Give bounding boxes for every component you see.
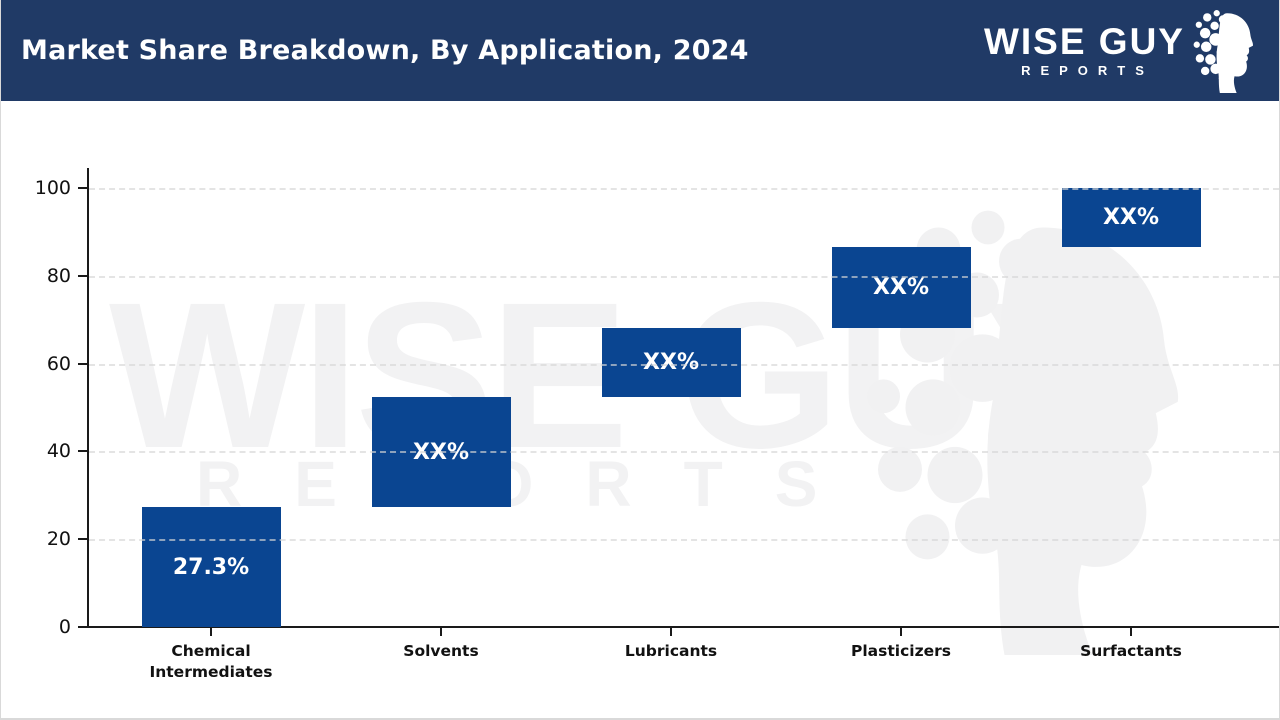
x-tick-mark-4	[900, 628, 902, 636]
x-axis-label-chemical-intermediates: Chemical Intermediates	[149, 642, 273, 681]
logo-subtitle: REPORTS	[1021, 63, 1154, 78]
x-tick-mark-5	[1130, 628, 1132, 636]
gridline-60	[89, 363, 1279, 366]
gridline-20	[89, 539, 1279, 542]
bar-value-label: 27.3%	[172, 554, 250, 580]
y-tick-mark-20	[78, 538, 88, 541]
bar-chemical-intermediates: 27.3%	[141, 507, 281, 627]
gridline-40	[89, 451, 1279, 454]
y-tick-label-60: 60	[46, 352, 71, 375]
x-axis-label-plasticizers: Plasticizers	[851, 642, 951, 660]
y-tick-label-0: 0	[58, 616, 71, 638]
page-title: Market Share Breakdown, By Application, …	[21, 35, 749, 66]
x-axis-label-surfactants: Surfactants	[1080, 642, 1182, 660]
x-tick-mark-1	[210, 628, 212, 636]
watermark-face-icon	[867, 210, 1179, 655]
wise-guy-reports-logo: WISE GUY REPORTS	[984, 9, 1259, 93]
x-axis-label-solvents: Solvents	[403, 642, 479, 660]
x-axis-line	[87, 626, 1279, 628]
y-tick-label-80: 80	[46, 264, 71, 287]
x-axis-label-lubricants: Lubricants	[624, 642, 718, 660]
bar-surfactants: XX%	[1061, 188, 1201, 247]
bar-plasticizers: XX%	[831, 246, 971, 328]
header-band: Market Share Breakdown, By Application, …	[1, 0, 1279, 101]
bar-value-label: XX%	[643, 349, 699, 375]
logo-face-icon	[1193, 9, 1253, 93]
gridline-100	[89, 188, 1279, 190]
y-tick-mark-40	[78, 450, 88, 453]
logo-wordmark: WISE GUY	[983, 21, 1185, 62]
bar-lubricants: XX%	[601, 327, 741, 397]
y-tick-mark-0	[78, 626, 88, 628]
x-tick-mark-3	[670, 628, 672, 636]
y-tick-label-40: 40	[46, 440, 71, 463]
y-tick-label-20: 20	[46, 528, 71, 551]
y-axis-line	[87, 168, 89, 628]
gridline-80	[89, 275, 1279, 278]
y-tick-label-100: 100	[34, 177, 71, 199]
bar-value-label: XX%	[873, 274, 929, 300]
y-tick-mark-60	[78, 362, 88, 365]
y-tick-mark-80	[78, 274, 88, 277]
bar-value-label: XX%	[1103, 204, 1159, 230]
logo-text: WISE GUY REPORTS	[984, 23, 1185, 78]
y-tick-mark-100	[78, 187, 88, 189]
x-tick-mark-2	[440, 628, 442, 636]
